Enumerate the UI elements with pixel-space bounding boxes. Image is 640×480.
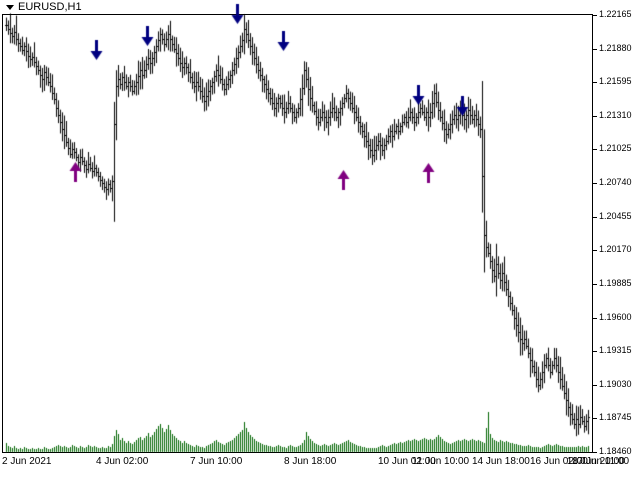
x-axis-label: 10 Jun 02:00: [378, 456, 436, 467]
y-axis-tick: [593, 318, 597, 319]
y-axis-label: 1.19030: [599, 379, 632, 389]
y-axis-label: 1.20740: [599, 177, 632, 187]
x-axis-label: 7 Jun 10:00: [190, 456, 243, 467]
y-axis-label: 1.21025: [599, 143, 632, 153]
x-axis-label: 16 Jun 02:00: [530, 456, 588, 467]
x-axis-label: 18 Jun 20:00: [566, 456, 625, 467]
y-axis-tick: [593, 385, 597, 386]
x-axis-label: 11 Jun 10:00: [412, 456, 470, 467]
y-axis-label: 1.22165: [599, 9, 632, 19]
y-axis-label: 1.19315: [599, 345, 632, 355]
y-axis-tick: [593, 452, 597, 453]
y-axis-tick: [593, 49, 597, 50]
x-axis-label: 4 Jun 02:00: [96, 456, 149, 467]
y-axis-label: 1.19885: [599, 278, 632, 288]
y-axis-tick: [593, 15, 597, 16]
y-axis-tick: [593, 418, 597, 419]
y-axis-tick: [593, 116, 597, 117]
y-axis-label: 1.21595: [599, 76, 632, 86]
x-axis-label: 14 Jun 18:00: [472, 456, 530, 467]
y-axis-label: 1.20170: [599, 244, 632, 254]
y-axis-price-scale[interactable]: 1.22165 1.21880 1.21595 1.21310 1.21025 1.207…: [593, 0, 640, 480]
y-axis-tick: [593, 351, 597, 352]
y-axis-label: 1.18460: [599, 446, 632, 456]
y-axis-tick: [593, 183, 597, 184]
y-axis-label: 1.19600: [599, 312, 632, 322]
x-axis-label: 17 Jun 11:00: [572, 456, 630, 467]
y-axis-tick: [593, 217, 597, 218]
y-axis-tick: [593, 149, 597, 150]
y-axis-label: 1.21880: [599, 43, 632, 53]
y-axis-label: 1.20455: [599, 211, 632, 221]
y-axis-label: 1.18745: [599, 412, 632, 422]
y-axis-tick: [593, 250, 597, 251]
y-axis-label: 1.21310: [599, 110, 632, 120]
y-axis-tick: [593, 82, 597, 83]
x-axis-label: 8 Jun 18:00: [284, 456, 337, 467]
x-axis-label: 2 Jun 2021: [2, 456, 52, 467]
x-axis-time-scale[interactable]: 2 Jun 2021 4 Jun 02:00 7 Jun 10:00 8 Jun 18…: [0, 453, 640, 480]
y-axis-tick: [593, 284, 597, 285]
